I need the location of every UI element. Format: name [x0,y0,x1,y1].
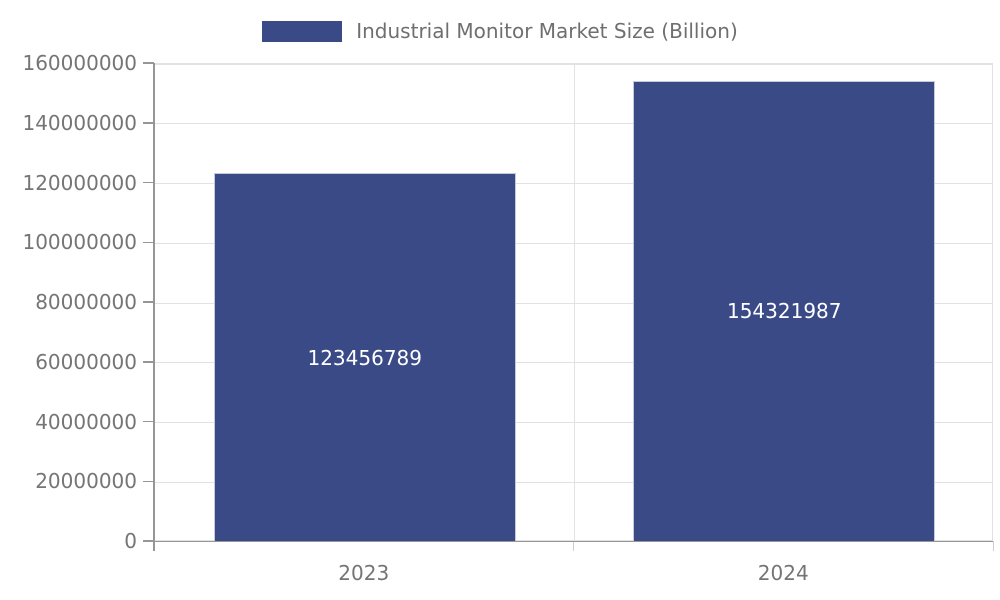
y-tick-label: 80000000 [35,290,137,314]
x-boundary-tick [153,541,155,551]
y-tick [143,122,154,124]
plot-area: 123456789 154321987 [154,63,993,542]
y-tick [143,420,154,423]
gridline [155,63,992,65]
gridline [155,422,992,423]
y-tick-label: 140000000 [22,110,137,135]
gridline [155,242,992,244]
y-tick [143,480,154,482]
x-boundary-tick [573,541,574,551]
gridline [155,123,992,125]
y-tick [143,181,154,184]
bar: 123456789 [213,173,516,542]
y-tick-label: 100000000 [22,230,137,255]
legend-label: Industrial Monitor Market Size (Billion) [356,19,738,43]
gridline [155,362,992,364]
bar-value-label: 123456789 [307,345,422,370]
y-tick [143,62,154,64]
legend-swatch [262,20,343,42]
gridline [155,481,992,483]
y-axis-line [153,63,155,551]
y-tick-label: 0 [124,529,137,553]
x-axis-line [153,540,993,542]
category-separator-gridline [574,64,575,540]
y-tick-label: 40000000 [35,409,137,434]
x-boundary-tick [992,541,994,551]
y-tick-label: 120000000 [22,170,137,195]
legend: Industrial Monitor Market Size (Billion) [0,16,1000,46]
y-tick-label: 160000000 [22,51,137,75]
y-tick [143,361,154,363]
x-tick-label: 2024 [757,561,809,585]
gridline [155,183,992,184]
y-tick [143,241,154,243]
gridline [155,302,992,304]
y-tick [143,540,154,542]
y-tick-label: 60000000 [35,349,137,374]
y-tick-label: 20000000 [35,469,137,494]
x-tick-label: 2023 [338,561,390,585]
bar: 154321987 [633,80,936,542]
bar-value-label: 154321987 [726,299,842,324]
y-tick [143,301,154,303]
